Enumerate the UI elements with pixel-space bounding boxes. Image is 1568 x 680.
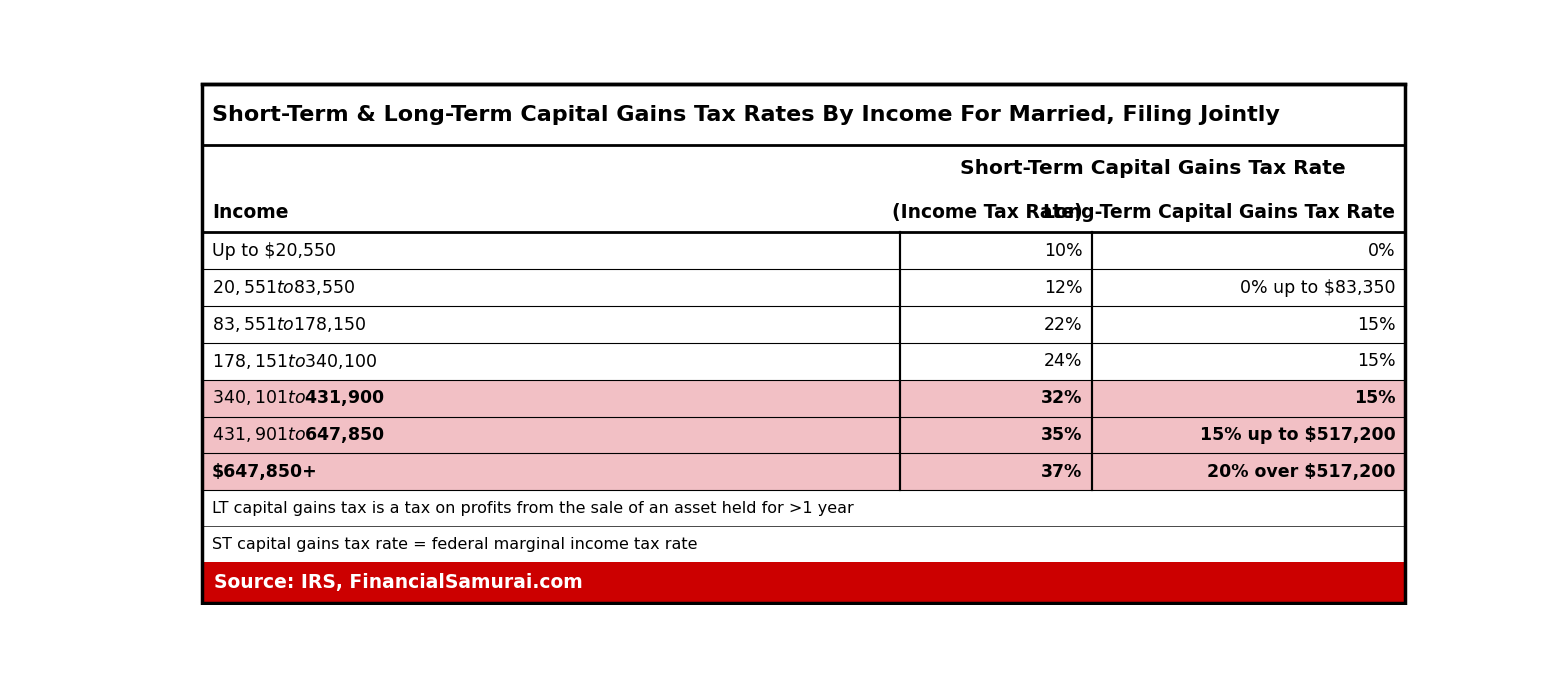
Text: 15%: 15% — [1353, 389, 1396, 407]
Text: 20% over $517,200: 20% over $517,200 — [1207, 463, 1396, 481]
Text: 15%: 15% — [1356, 352, 1396, 371]
Text: 12%: 12% — [1044, 279, 1082, 296]
Text: $340,101 to $431,900: $340,101 to $431,900 — [212, 388, 384, 408]
Text: Source: IRS, FinancialSamurai.com: Source: IRS, FinancialSamurai.com — [215, 573, 583, 592]
Text: $178,151 to $340,100: $178,151 to $340,100 — [212, 352, 378, 371]
Bar — [202, 562, 1405, 602]
Bar — [202, 454, 1405, 490]
Text: $647,850+: $647,850+ — [212, 463, 318, 481]
Text: 37%: 37% — [1041, 463, 1082, 481]
Text: 15%: 15% — [1356, 316, 1396, 333]
Text: 0%: 0% — [1367, 242, 1396, 260]
Text: 24%: 24% — [1044, 352, 1082, 371]
Text: (Income Tax Rate): (Income Tax Rate) — [892, 203, 1082, 222]
Text: Long-Term Capital Gains Tax Rate: Long-Term Capital Gains Tax Rate — [1043, 203, 1396, 222]
Text: 10%: 10% — [1044, 242, 1082, 260]
Text: $20,551 to $83,550: $20,551 to $83,550 — [212, 278, 354, 297]
Text: LT capital gains tax is a tax on profits from the sale of an asset held for >1 y: LT capital gains tax is a tax on profits… — [212, 500, 853, 515]
Text: Income: Income — [212, 203, 289, 222]
Text: Up to $20,550: Up to $20,550 — [212, 242, 336, 260]
Text: $431,901 to $647,850: $431,901 to $647,850 — [212, 425, 384, 445]
Text: 35%: 35% — [1041, 426, 1082, 444]
Text: 15% up to $517,200: 15% up to $517,200 — [1200, 426, 1396, 444]
Text: ST capital gains tax rate = federal marginal income tax rate: ST capital gains tax rate = federal marg… — [212, 537, 698, 551]
Text: 22%: 22% — [1044, 316, 1082, 333]
Text: Short-Term & Long-Term Capital Gains Tax Rates By Income For Married, Filing Joi: Short-Term & Long-Term Capital Gains Tax… — [212, 105, 1279, 124]
Text: 0% up to $83,350: 0% up to $83,350 — [1240, 279, 1396, 296]
Bar — [202, 417, 1405, 454]
Text: $83,551 to $178,150: $83,551 to $178,150 — [212, 315, 365, 334]
Bar — [202, 380, 1405, 417]
Text: Short-Term Capital Gains Tax Rate: Short-Term Capital Gains Tax Rate — [960, 159, 1345, 178]
Text: 32%: 32% — [1041, 389, 1082, 407]
